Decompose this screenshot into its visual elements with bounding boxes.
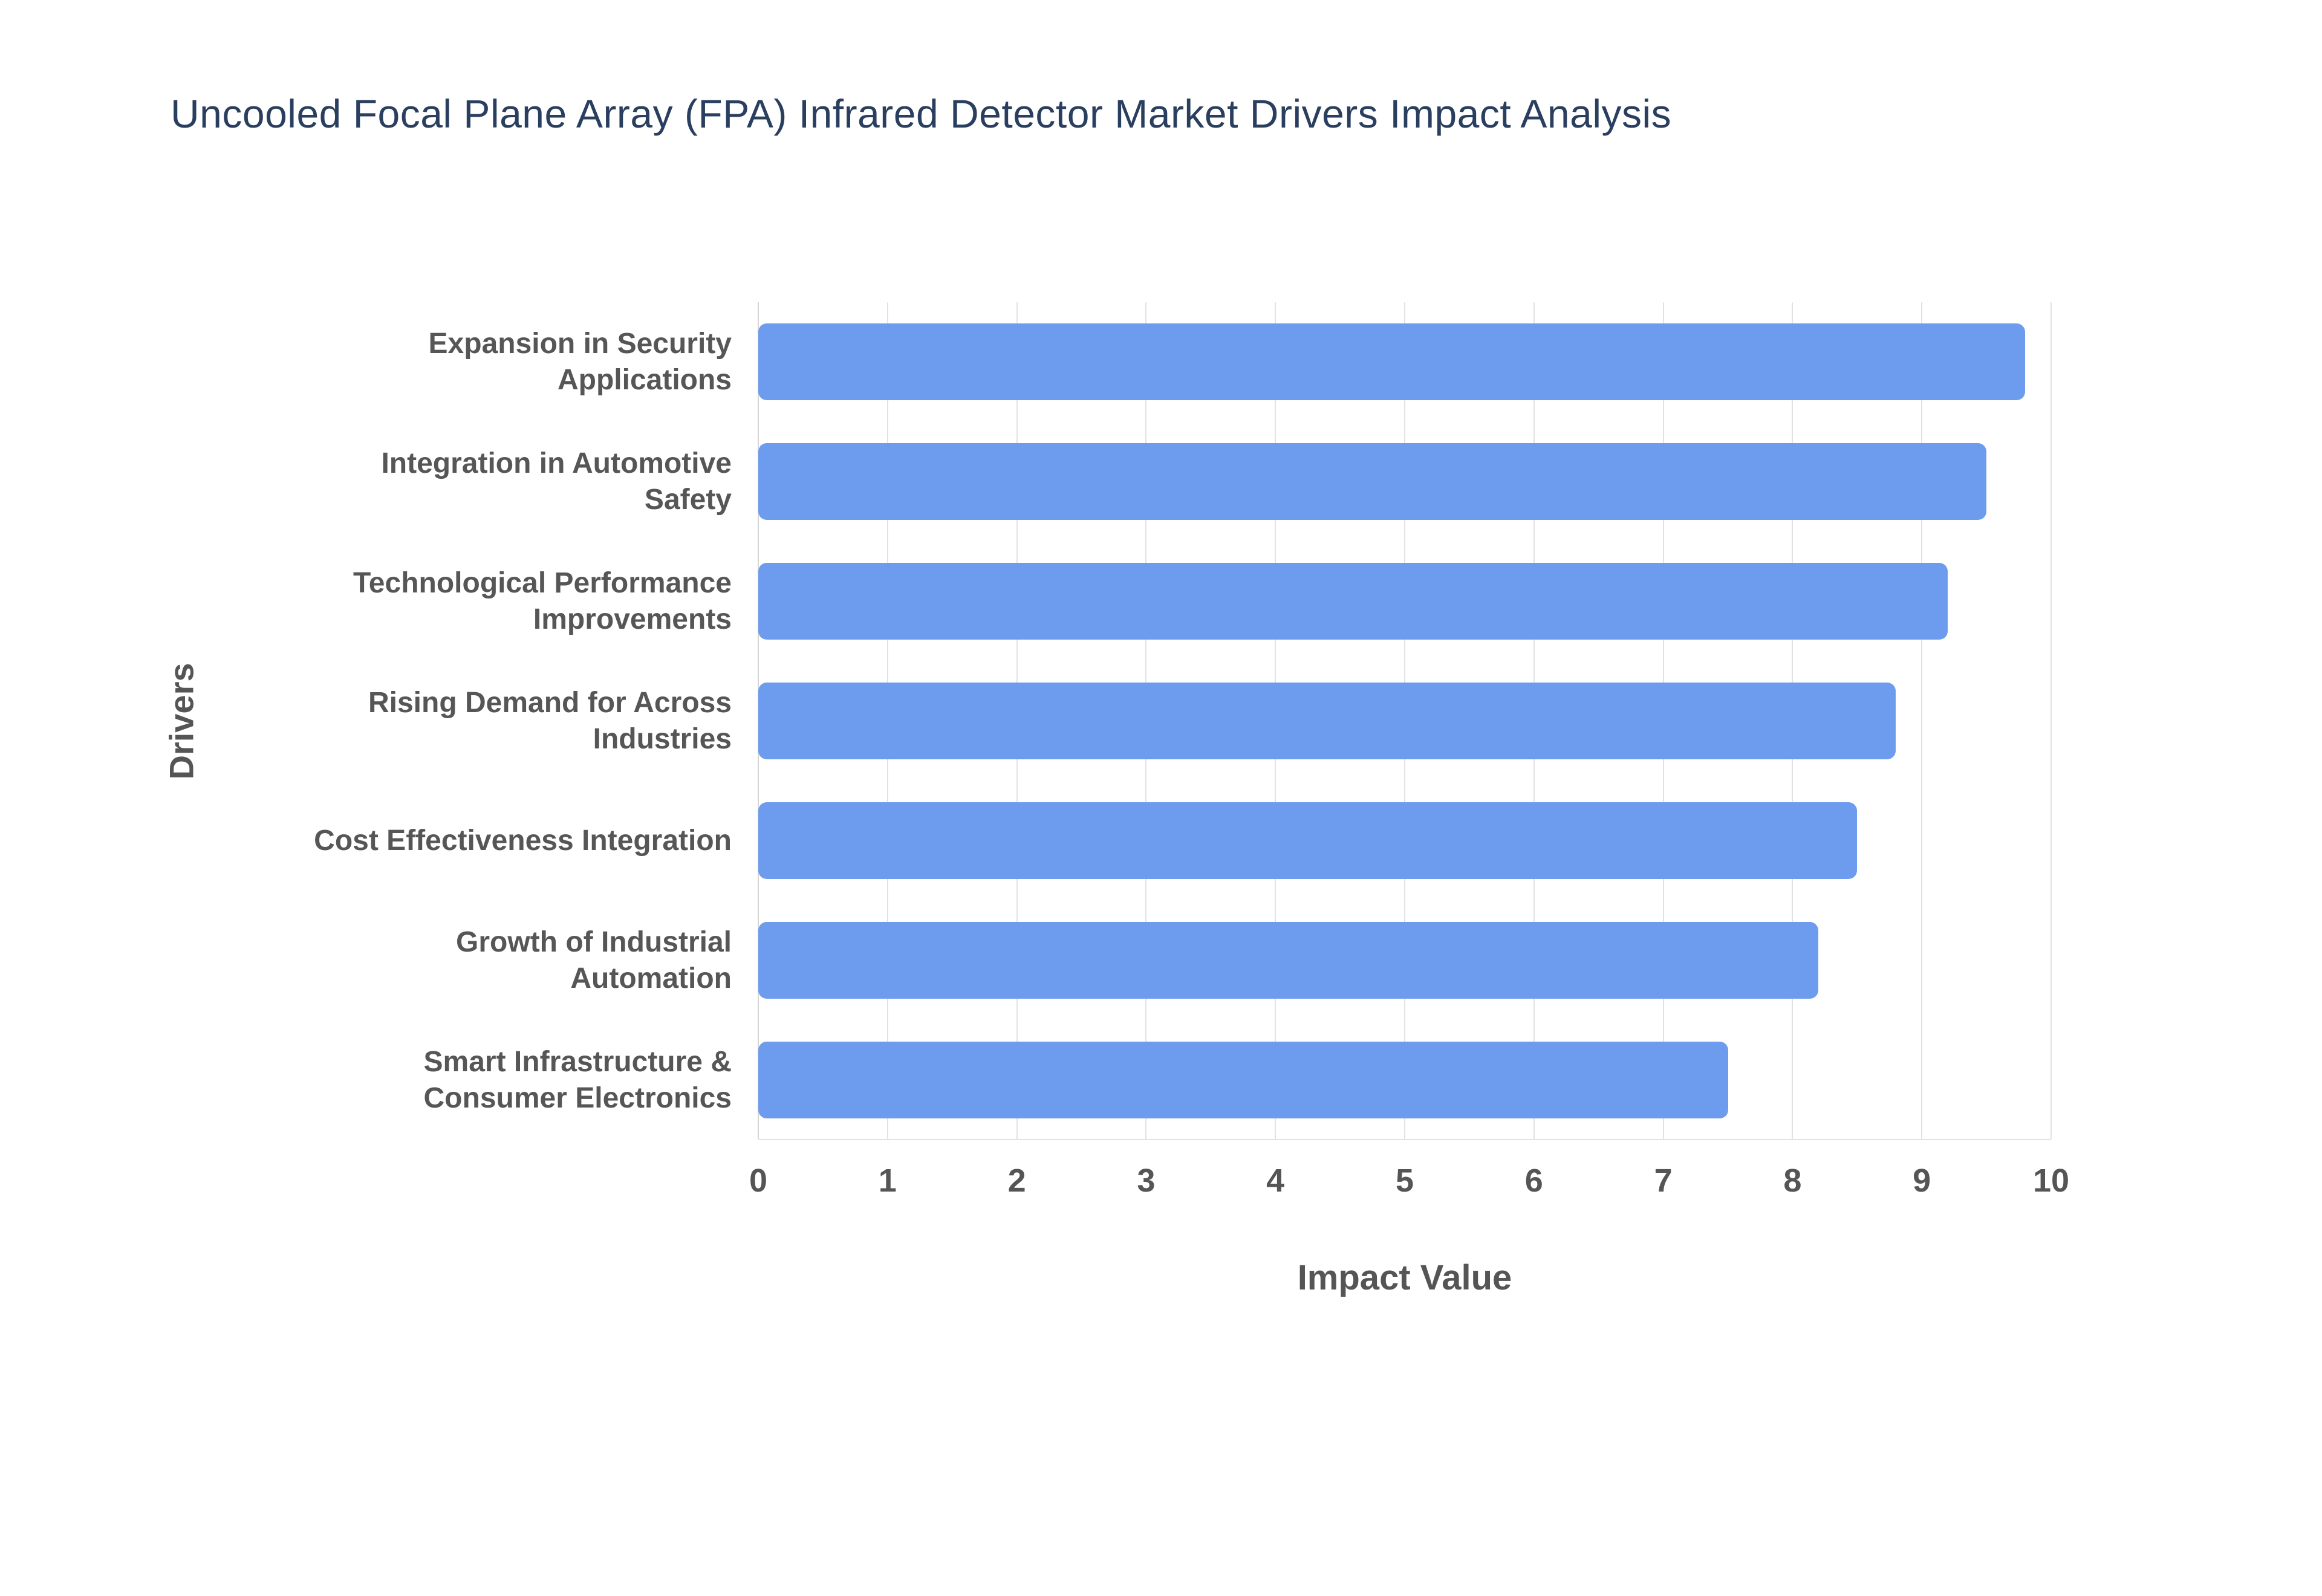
bar [758, 683, 1896, 759]
x-tick-label: 10 [2032, 1163, 2070, 1199]
y-axis-title: Drivers [162, 663, 201, 780]
chart-title: Uncooled Focal Plane Array (FPA) Infrare… [171, 91, 1672, 136]
category-label: Expansion in Security Applications [428, 328, 732, 396]
x-tick-label: 5 [1395, 1163, 1414, 1199]
x-tick-label: 9 [1913, 1163, 1931, 1199]
bar [758, 563, 1948, 640]
bar [758, 443, 1987, 520]
grid-line [2050, 302, 2052, 1139]
bar-row [758, 422, 2051, 542]
y-axis-category-labels: Expansion in Security Applications Integr… [260, 302, 732, 1140]
x-tick-label: 4 [1266, 1163, 1285, 1199]
bar-row [758, 302, 2051, 422]
bar [758, 922, 1819, 999]
category-label: Rising Demand for Across Industries [368, 687, 732, 755]
x-axis-tick-labels: 0 1 2 3 4 5 6 7 8 9 10 [749, 1162, 2069, 1204]
bar-row [758, 542, 2051, 661]
grid-line [1921, 302, 1923, 1139]
x-tick-label: 3 [1137, 1163, 1156, 1199]
bar [758, 802, 1858, 879]
category-label: Smart Infrastructure & Consumer Electron… [423, 1046, 732, 1114]
category-label: Growth of Industrial Automation [456, 926, 732, 994]
category-label: Integration in Automotive Safety [381, 447, 732, 516]
category-label: Cost Effectiveness Integration [314, 825, 732, 857]
x-tick-label: 0 [749, 1163, 768, 1199]
bar-row [758, 1020, 2051, 1140]
plot-area [758, 302, 2052, 1140]
x-axis-title: Impact Value [1297, 1258, 1512, 1297]
category-label: Technological Performance Improvements [353, 567, 732, 635]
bar-row [758, 661, 2051, 781]
bar [758, 323, 2026, 400]
bar-row [758, 901, 2051, 1020]
x-tick-label: 8 [1783, 1163, 1802, 1199]
x-tick-label: 6 [1524, 1163, 1543, 1199]
x-tick-label: 1 [878, 1163, 897, 1199]
x-tick-label: 2 [1007, 1163, 1026, 1199]
x-tick-label: 7 [1654, 1163, 1673, 1199]
bar-row [758, 781, 2051, 901]
bar [758, 1042, 1728, 1118]
